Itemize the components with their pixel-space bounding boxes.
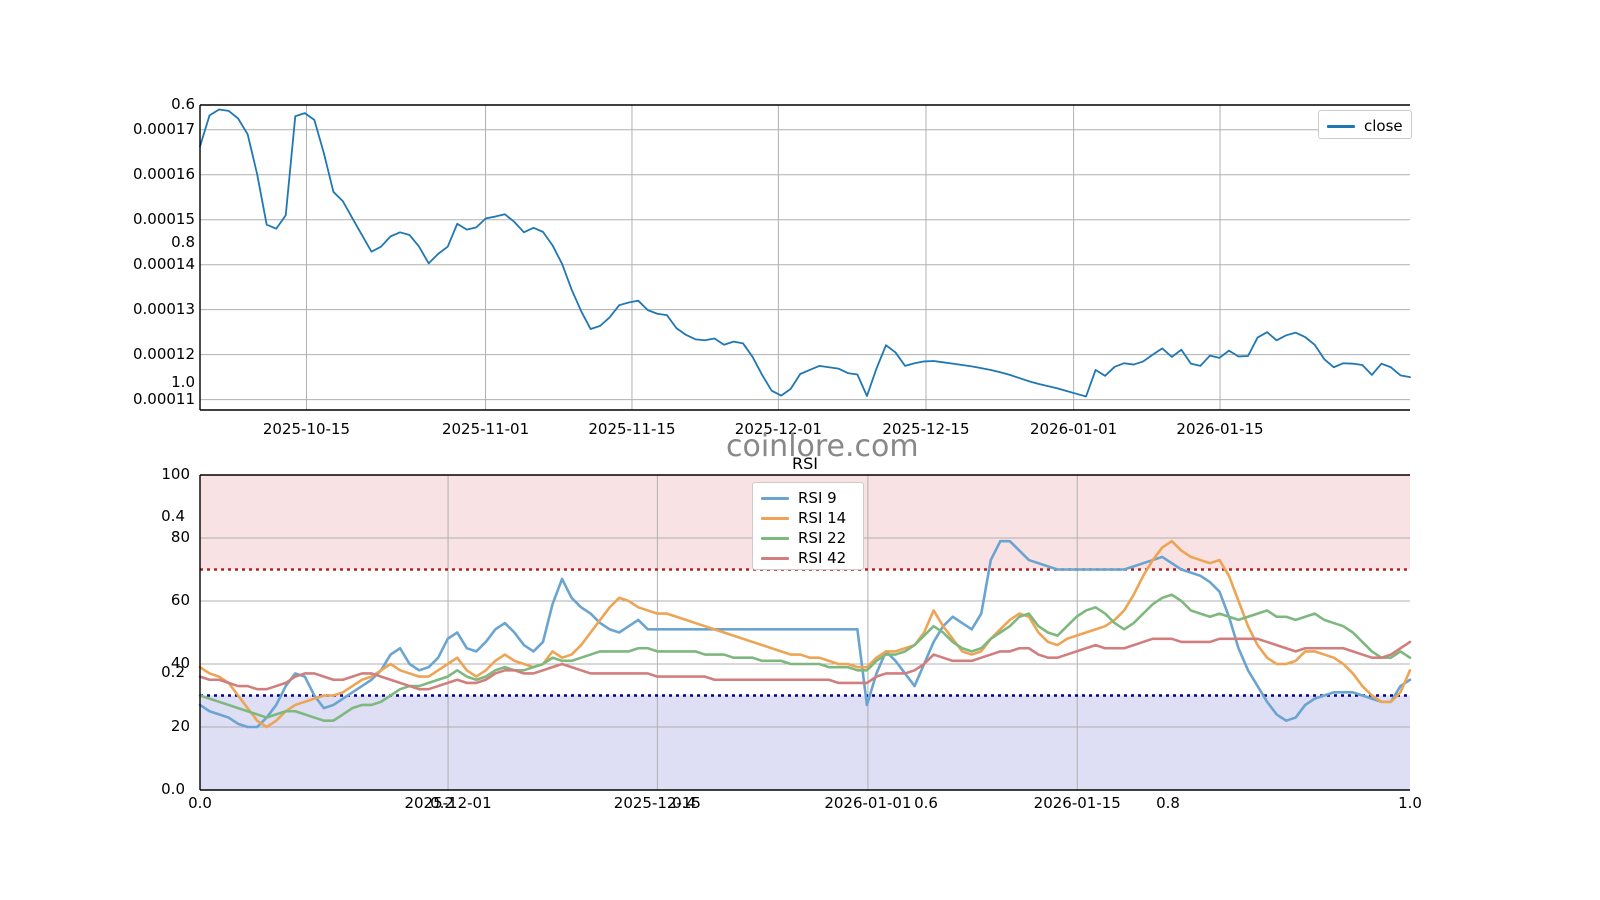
legend-swatch-icon [761, 496, 789, 500]
price-xtick-1: 2025-11-01 [441, 420, 530, 438]
rsi-legend-item-3[interactable]: RSI 42 [761, 548, 855, 568]
price-chart-panel [199, 104, 1411, 411]
rsi-xtick-norm-3: 0.6 [914, 794, 938, 812]
price-ytick-norm-2: 1.0 [171, 373, 195, 391]
rsi-series-rsi-14 [198, 539, 1412, 729]
price-xtick-5: 2026-01-01 [1030, 420, 1118, 438]
price-xtick-6: 2026-01-15 [1176, 420, 1264, 438]
rsi-xtick-date-2: 2026-01-01 [824, 794, 912, 812]
price-legend[interactable]: close [1318, 110, 1412, 139]
price-legend-label: close [1364, 117, 1403, 135]
rsi-ytick-norm-2: 0.4 [161, 507, 185, 525]
legend-swatch-icon [761, 536, 789, 540]
rsi-ytick-20: 20 [170, 717, 190, 735]
price-legend-item-0[interactable]: close [1327, 116, 1403, 136]
watermark: coinlore.com [726, 429, 919, 464]
rsi-xtick-norm-1: 0.2 [430, 794, 454, 812]
rsi-legend[interactable]: RSI 9 RSI 14 RSI 22 RSI 42 [752, 482, 864, 570]
rsi-legend-label: RSI 9 [798, 489, 837, 507]
price-ytick-norm-1: 0.8 [171, 233, 195, 251]
price-ytick-4: 0.00015 [132, 209, 195, 228]
rsi-legend-item-2[interactable]: RSI 22 [761, 528, 855, 548]
price-xtick-4: 2025-12-15 [882, 420, 970, 438]
price-xtick-0: 2025-10-15 [262, 420, 351, 438]
price-plot-svg [199, 104, 1411, 411]
price-ytick-2: 0.00013 [132, 299, 195, 318]
rsi-xtick-norm-0: 0.0 [188, 794, 212, 812]
rsi-series-rsi-9 [198, 539, 1412, 729]
rsi-ytick-80: 80 [170, 528, 190, 546]
rsi-ytick-norm-0: 0.0 [161, 780, 185, 798]
legend-swatch-icon [761, 516, 789, 520]
price-ytick-norm-0: 0.6 [171, 95, 195, 113]
rsi-ytick-100: 100 [161, 465, 190, 483]
rsi-xtick-norm-4: 0.8 [1156, 794, 1180, 812]
price-xtick-2: 2025-11-15 [588, 420, 676, 438]
legend-swatch-icon [1327, 124, 1355, 128]
rsi-xtick-date-3: 2026-01-15 [1033, 794, 1121, 812]
rsi-panel-title: RSI [792, 454, 818, 473]
price-ytick-5: 0.00016 [132, 164, 195, 183]
price-ytick-6: 0.00017 [132, 119, 195, 138]
legend-swatch-icon [761, 556, 789, 560]
rsi-series-rsi-22 [198, 593, 1412, 722]
rsi-legend-label: RSI 42 [798, 549, 847, 567]
rsi-legend-label: RSI 22 [798, 529, 847, 547]
price-ytick-3: 0.00014 [132, 254, 195, 273]
rsi-xtick-date-0: 2025-12-01 [404, 794, 492, 812]
price-ytick-1: 0.00012 [132, 344, 195, 363]
rsi-xtick-date-1: 2025-12-15 [613, 794, 701, 812]
rsi-ytick-norm-1: 0.2 [161, 663, 185, 681]
rsi-legend-item-0[interactable]: RSI 9 [761, 488, 855, 508]
rsi-ytick-60: 60 [170, 591, 190, 609]
price-xtick-3: 2025-12-01 [734, 420, 822, 438]
rsi-series-rsi-42 [198, 637, 1412, 691]
rsi-legend-item-1[interactable]: RSI 14 [761, 508, 855, 528]
price-ytick-0: 0.00011 [132, 389, 195, 408]
rsi-xtick-norm-5: 1.0 [1398, 794, 1422, 812]
rsi-xtick-norm-2: 0.4 [672, 794, 696, 812]
rsi-legend-label: RSI 14 [798, 509, 847, 527]
rsi-ytick-40: 40 [170, 654, 190, 672]
